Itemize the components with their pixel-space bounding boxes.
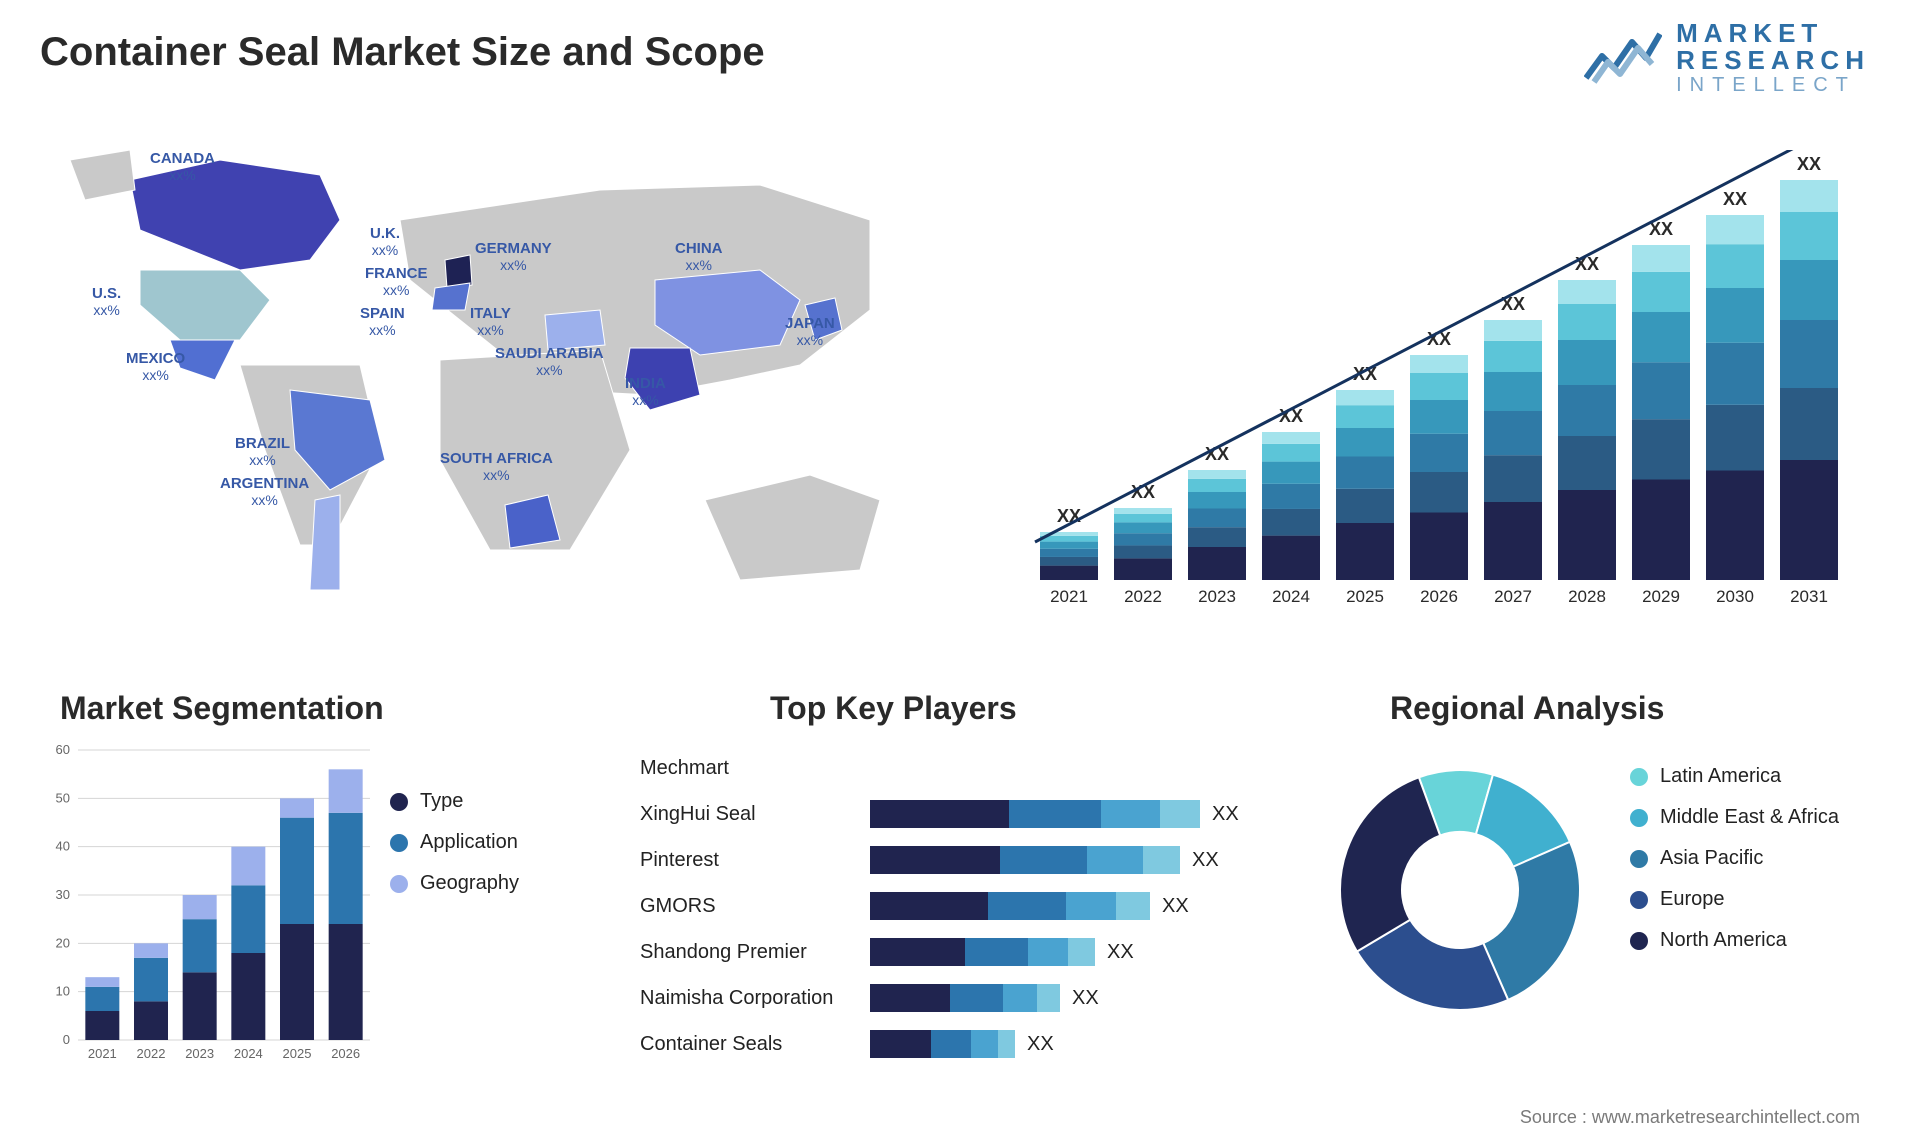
map-label: GERMANYxx% [475, 240, 552, 273]
svg-text:30: 30 [56, 887, 70, 902]
svg-text:60: 60 [56, 742, 70, 757]
svg-text:2031: 2031 [1790, 587, 1828, 606]
map-label: CHINAxx% [675, 240, 723, 273]
player-value: XX [1027, 1033, 1054, 1056]
main-growth-chart: XX2021XX2022XX2023XX2024XX2025XX2026XX20… [1020, 150, 1860, 620]
player-row: Naimisha Corporation XX [640, 975, 1280, 1021]
svg-text:2029: 2029 [1642, 587, 1680, 606]
svg-text:2028: 2028 [1568, 587, 1606, 606]
svg-text:XX: XX [1723, 189, 1747, 209]
player-value: XX [1192, 849, 1219, 872]
player-row: XingHui Seal XX [640, 791, 1280, 837]
world-map: CANADAxx% U.S.xx% MEXICOxx% BRAZILxx% ARGENT… [40, 130, 960, 620]
svg-text:2024: 2024 [234, 1046, 263, 1061]
legend-item: Europe [1630, 888, 1839, 911]
svg-text:0: 0 [63, 1032, 70, 1047]
player-name: Pinterest [640, 849, 870, 872]
segmentation-chart: 0 10 20 30 40 50 60 2021 2022 2023 2024 2025 2026 [40, 740, 380, 1070]
map-label: U.S.xx% [92, 285, 121, 318]
player-name: Naimisha Corporation [640, 987, 870, 1010]
legend-item: Middle East & Africa [1630, 806, 1839, 829]
map-label: ARGENTINAxx% [220, 475, 309, 508]
page-title: Container Seal Market Size and Scope [40, 30, 765, 75]
map-label: CANADAxx% [150, 150, 215, 183]
player-name: GMORS [640, 895, 870, 918]
player-name: XingHui Seal [640, 803, 870, 826]
svg-text:2022: 2022 [137, 1046, 166, 1061]
regional-donut [1320, 750, 1600, 1030]
map-label: ITALYxx% [470, 305, 511, 338]
player-value: XX [1162, 895, 1189, 918]
legend-item: Latin America [1630, 765, 1839, 788]
logo-line3: INTELLECT [1676, 75, 1870, 96]
main-chart-svg: XX2021XX2022XX2023XX2024XX2025XX2026XX20… [1020, 150, 1860, 620]
svg-text:2027: 2027 [1494, 587, 1532, 606]
legend-item: North America [1630, 929, 1839, 952]
map-label: INDIAxx% [625, 375, 666, 408]
player-name: Shandong Premier [640, 941, 870, 964]
seg-svg: 0 10 20 30 40 50 60 2021 2022 2023 2024 2025 2026 [40, 740, 380, 1070]
svg-text:2026: 2026 [331, 1046, 360, 1061]
players-chart: Mechmart XingHui Seal XX Pinterest XX GMORS XX… [640, 745, 1280, 1067]
player-value: XX [1072, 987, 1099, 1010]
map-label: SOUTH AFRICAxx% [440, 450, 553, 483]
segmentation-legend: Type Application Geography [390, 790, 519, 913]
map-label: BRAZILxx% [235, 435, 290, 468]
map-label: FRANCExx% [365, 265, 428, 298]
player-row: GMORS XX [640, 883, 1280, 929]
source-footer: Source : www.marketresearchintellect.com [1520, 1107, 1860, 1128]
player-row: Container Seals XX [640, 1021, 1280, 1067]
legend-item: Application [390, 831, 519, 854]
svg-text:2030: 2030 [1716, 587, 1754, 606]
map-label: MEXICOxx% [126, 350, 185, 383]
svg-text:XX: XX [1797, 154, 1821, 174]
svg-text:50: 50 [56, 790, 70, 805]
player-value: XX [1107, 941, 1134, 964]
regional-legend: Latin America Middle East & Africa Asia Pa… [1630, 765, 1839, 970]
logo-line1: MARKET [1676, 20, 1870, 47]
map-label: JAPANxx% [785, 315, 835, 348]
player-row: Pinterest XX [640, 837, 1280, 883]
map-label: SAUDI ARABIAxx% [495, 345, 604, 378]
svg-text:2026: 2026 [1420, 587, 1458, 606]
svg-text:2023: 2023 [185, 1046, 214, 1061]
player-name: Container Seals [640, 1033, 870, 1056]
svg-text:20: 20 [56, 935, 70, 950]
legend-item: Geography [390, 872, 519, 895]
legend-item: Asia Pacific [1630, 847, 1839, 870]
svg-text:2025: 2025 [283, 1046, 312, 1061]
svg-text:2024: 2024 [1272, 587, 1310, 606]
map-label: SPAINxx% [360, 305, 405, 338]
player-row: Shandong Premier XX [640, 929, 1280, 975]
logo-line2: RESEARCH [1676, 47, 1870, 74]
svg-text:40: 40 [56, 839, 70, 854]
brand-logo: MARKET RESEARCH INTELLECT [1584, 20, 1870, 96]
players-title: Top Key Players [770, 690, 1017, 727]
svg-text:10: 10 [56, 984, 70, 999]
player-value: XX [1212, 803, 1239, 826]
svg-text:2021: 2021 [1050, 587, 1088, 606]
svg-text:2023: 2023 [1198, 587, 1236, 606]
svg-text:2025: 2025 [1346, 587, 1384, 606]
regional-title: Regional Analysis [1390, 690, 1664, 727]
svg-text:2022: 2022 [1124, 587, 1162, 606]
player-row: Mechmart [640, 745, 1280, 791]
player-name: Mechmart [640, 757, 870, 780]
svg-text:2021: 2021 [88, 1046, 117, 1061]
map-label: U.K.xx% [370, 225, 400, 258]
segmentation-title: Market Segmentation [60, 690, 384, 727]
legend-item: Type [390, 790, 519, 813]
